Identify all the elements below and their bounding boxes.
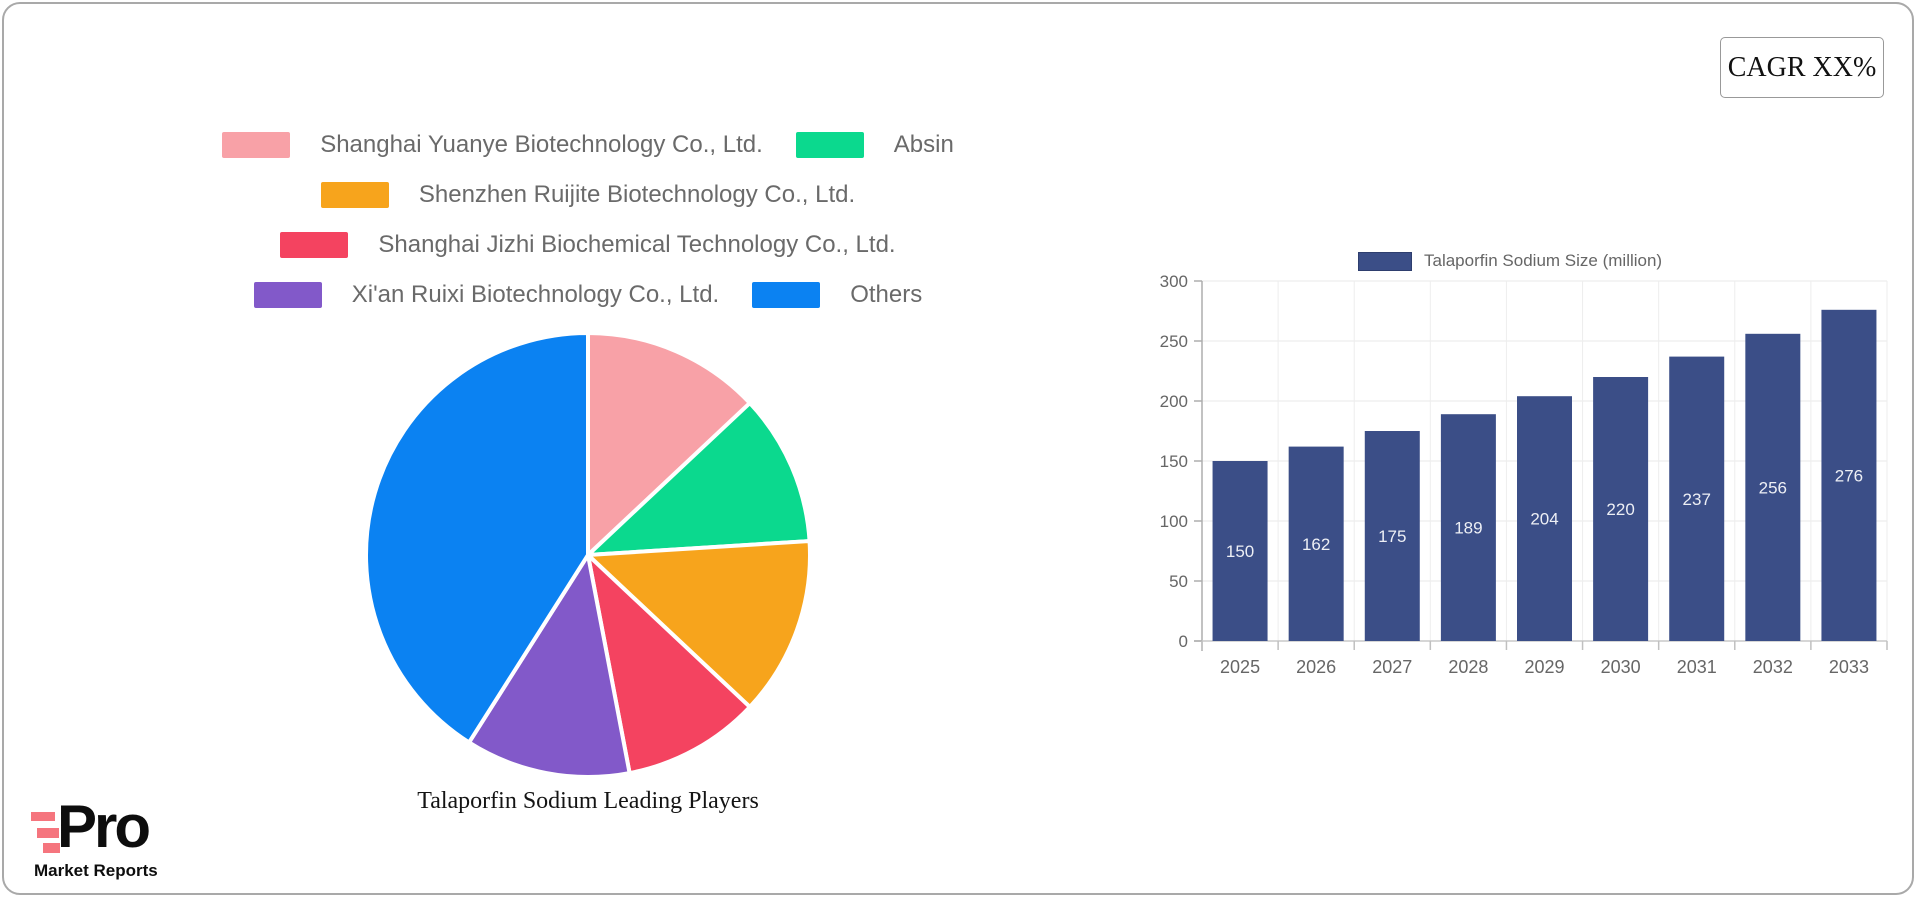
- bar-legend[interactable]: Talaporfin Sodium Size (million): [1358, 250, 1662, 272]
- bar-2029[interactable]: [1517, 396, 1572, 641]
- y-tick-label: 250: [1160, 332, 1188, 351]
- pie-legend-swatch: [752, 282, 821, 308]
- pie-legend-row: Shenzhen Ruijite Biotechnology Co., Ltd.: [320, 181, 856, 209]
- pie-legend-swatch: [795, 132, 864, 158]
- bar-value-label: 276: [1835, 466, 1863, 485]
- bar-value-label: 189: [1454, 519, 1482, 538]
- x-category-label: 2031: [1677, 657, 1717, 677]
- bar-2026[interactable]: [1288, 446, 1344, 641]
- y-tick-label: 200: [1160, 392, 1188, 411]
- pie-slice[interactable]: [586, 331, 752, 557]
- logo-name: Pro: [57, 793, 151, 860]
- logo-tagline: Market Reports: [34, 861, 158, 880]
- x-category-label: 2027: [1372, 657, 1412, 677]
- y-tick-label: 0: [1179, 632, 1188, 651]
- bar-value-label: 162: [1302, 535, 1330, 554]
- bar-value-label: 256: [1759, 478, 1787, 497]
- pie-legend: Shanghai Yuanye Biotechnology Co., Ltd. A…: [0, 131, 1176, 309]
- bar-value-label: 220: [1606, 500, 1634, 519]
- pie-slice[interactable]: [586, 539, 812, 709]
- y-tick-label: 300: [1160, 272, 1188, 291]
- x-category-label: 2028: [1448, 657, 1488, 677]
- pie-legend-item[interactable]: Shanghai Yuanye Biotechnology Co., Ltd.: [222, 131, 763, 159]
- logo-bar-icon: [43, 843, 60, 853]
- y-tick-label: 150: [1160, 452, 1188, 471]
- cagr-label: CAGR XX%: [1727, 51, 1877, 83]
- bar-value-label: 204: [1530, 510, 1558, 529]
- pie-legend-swatch: [222, 132, 291, 158]
- bar-legend-swatch: [1358, 251, 1412, 271]
- pie-chart-title: Talaporfin Sodium Leading Players: [417, 788, 759, 814]
- pie-legend-swatch: [320, 182, 389, 208]
- pie-legend-item[interactable]: Others: [752, 281, 922, 309]
- pie-chart: [364, 331, 812, 779]
- x-category-label: 2032: [1753, 657, 1793, 677]
- pie-legend-row: Shanghai Yuanye Biotechnology Co., Ltd. A…: [222, 131, 954, 159]
- logo-bar-icon: [37, 828, 59, 838]
- x-category-label: 2025: [1220, 657, 1260, 677]
- bar-2031[interactable]: [1669, 356, 1725, 641]
- pie-slice[interactable]: [586, 401, 812, 557]
- x-category-label: 2029: [1524, 657, 1564, 677]
- pie-legend-label: Shanghai Yuanye Biotechnology Co., Ltd.: [320, 131, 763, 158]
- pie-legend-item[interactable]: Shanghai Jizhi Biochemical Technology Co…: [280, 231, 896, 259]
- bar-value-label: 237: [1683, 490, 1711, 509]
- bar-value-label: 150: [1226, 542, 1254, 561]
- pie-legend-label: Shenzhen Ruijite Biotechnology Co., Ltd.: [418, 181, 856, 208]
- pie-legend-row: Shanghai Jizhi Biochemical Technology Co…: [280, 231, 896, 259]
- pie-legend-label: Absin: [893, 131, 954, 158]
- x-category-label: 2033: [1829, 657, 1869, 677]
- pie-legend-label: Shanghai Jizhi Biochemical Technology Co…: [378, 231, 896, 258]
- logo: Pro Market Reports: [31, 797, 191, 884]
- x-category-label: 2026: [1296, 657, 1336, 677]
- bar-2032[interactable]: [1745, 333, 1801, 641]
- pie-legend-label: Xi'an Ruixi Biotechnology Co., Ltd.: [351, 281, 720, 308]
- pie-legend-label: Others: [850, 281, 923, 308]
- bar-2030[interactable]: [1593, 377, 1649, 641]
- pie-slice[interactable]: [586, 553, 752, 776]
- bar-2027[interactable]: [1364, 431, 1420, 641]
- pie-legend-item[interactable]: Xi'an Ruixi Biotechnology Co., Ltd.: [253, 281, 720, 309]
- bar-2025[interactable]: [1212, 461, 1268, 641]
- x-category-label: 2030: [1601, 657, 1641, 677]
- pie-legend-swatch: [253, 282, 322, 308]
- pie-slice[interactable]: [467, 553, 632, 779]
- y-tick-label: 50: [1169, 572, 1188, 591]
- pie-slice[interactable]: [364, 331, 590, 745]
- y-tick-label: 100: [1160, 512, 1188, 531]
- pie-legend-item[interactable]: Shenzhen Ruijite Biotechnology Co., Ltd.: [320, 181, 856, 209]
- logo-bar-icon: [31, 812, 55, 821]
- pie-legend-item[interactable]: Absin: [795, 131, 954, 159]
- bar-2033[interactable]: [1821, 309, 1877, 641]
- bar-legend-label: Talaporfin Sodium Size (million): [1424, 251, 1663, 270]
- bar-chart: 0 50 100 150 200 250 300 150 2025 162 2026 175 2027 1…: [1160, 272, 1888, 677]
- bar-2028[interactable]: [1440, 414, 1496, 641]
- pie-legend-row: Xi'an Ruixi Biotechnology Co., Ltd. Other…: [253, 281, 922, 309]
- bar-value-label: 175: [1378, 527, 1406, 546]
- pie-legend-swatch: [280, 232, 349, 258]
- cagr-badge: CAGR XX%: [1720, 37, 1884, 98]
